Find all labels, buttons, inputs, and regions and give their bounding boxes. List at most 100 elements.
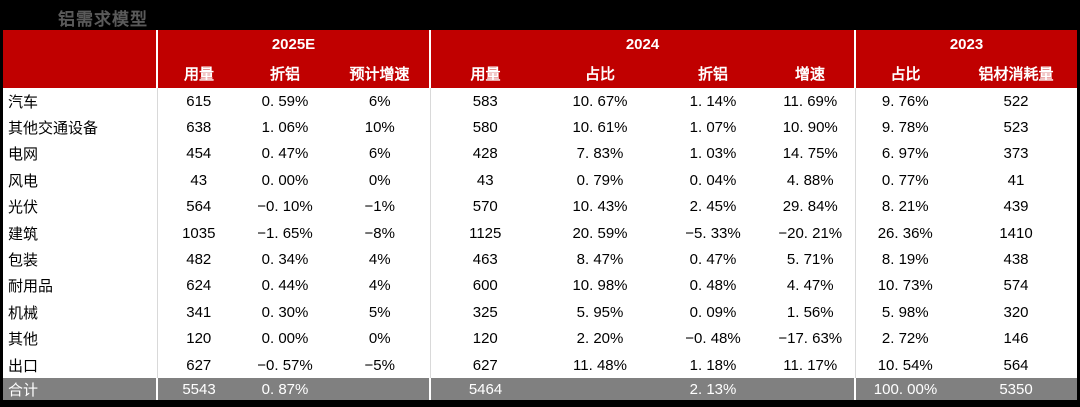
data-cell: 4% bbox=[330, 246, 431, 273]
data-cell: 564 bbox=[157, 193, 240, 220]
data-cell: 120 bbox=[430, 325, 540, 352]
data-cell: 1. 06% bbox=[240, 114, 330, 141]
data-cell: 0. 47% bbox=[240, 140, 330, 168]
total-row-label: 合计 bbox=[3, 378, 158, 401]
row-label: 汽车 bbox=[3, 88, 158, 115]
sub-header-usage-2025e: 用量 bbox=[157, 59, 240, 88]
data-cell: 10. 67% bbox=[540, 88, 660, 115]
data-cell: −5. 33% bbox=[660, 219, 766, 247]
sub-header-share-2024: 占比 bbox=[540, 59, 660, 88]
data-cell: −0. 48% bbox=[660, 325, 766, 352]
data-cell: 2. 20% bbox=[540, 325, 660, 352]
data-cell: 627 bbox=[157, 351, 240, 379]
data-cell: 1410 bbox=[955, 219, 1077, 247]
table-row: 出口 627 −0. 57% −5% 627 11. 48% 1. 18% 11. 17% 10… bbox=[3, 351, 1077, 379]
row-label: 其他 bbox=[3, 325, 158, 352]
data-cell: 0. 30% bbox=[240, 299, 330, 326]
data-cell: −20. 21% bbox=[766, 219, 856, 247]
data-cell: 6% bbox=[330, 140, 431, 168]
data-cell: 10. 54% bbox=[855, 351, 955, 379]
data-cell: 7. 83% bbox=[540, 140, 660, 168]
row-label: 电网 bbox=[3, 140, 158, 168]
data-cell: 0. 09% bbox=[660, 299, 766, 326]
sub-header-usage-2024: 用量 bbox=[430, 59, 540, 88]
data-cell: −5% bbox=[330, 351, 431, 379]
total-cell bbox=[540, 378, 660, 401]
data-cell: 0% bbox=[330, 167, 431, 194]
data-cell: 6% bbox=[330, 88, 431, 115]
total-cell bbox=[330, 378, 431, 401]
data-cell: 0. 00% bbox=[240, 167, 330, 194]
data-cell: 14. 75% bbox=[766, 140, 856, 168]
data-cell: 10% bbox=[330, 114, 431, 141]
data-cell: 1. 14% bbox=[660, 88, 766, 115]
table-row: 包装 482 0. 34% 4% 463 8. 47% 0. 47% 5. 71% 8. 19%… bbox=[3, 246, 1077, 273]
row-label: 出口 bbox=[3, 351, 158, 379]
total-row: 合计 5543 0. 87% 5464 2. 13% 100. 00% 5350 bbox=[3, 378, 1077, 401]
table-footer: 合计 5543 0. 87% 5464 2. 13% 100. 00% 5350 bbox=[3, 378, 1077, 401]
data-cell: 564 bbox=[955, 351, 1077, 379]
data-cell: 320 bbox=[955, 299, 1077, 326]
table-row: 机械 341 0. 30% 5% 325 5. 95% 0. 09% 1. 56% 5. 98%… bbox=[3, 299, 1077, 326]
data-cell: 9. 76% bbox=[855, 88, 955, 115]
data-cell: 5. 98% bbox=[855, 299, 955, 326]
data-cell: 8. 19% bbox=[855, 246, 955, 273]
sub-header-blank bbox=[3, 59, 158, 88]
page-title: 铝需求模型 bbox=[58, 10, 148, 29]
row-label: 光伏 bbox=[3, 193, 158, 220]
total-cell: 5464 bbox=[430, 378, 540, 401]
data-cell: 0. 79% bbox=[540, 167, 660, 194]
data-cell: 600 bbox=[430, 272, 540, 300]
data-cell: −1% bbox=[330, 193, 431, 220]
data-cell: 523 bbox=[955, 114, 1077, 141]
data-cell: 522 bbox=[955, 88, 1077, 115]
data-cell: −1. 65% bbox=[240, 219, 330, 247]
total-cell bbox=[766, 378, 856, 401]
table-body: 汽车 615 0. 59% 6% 583 10. 67% 1. 14% 11. 69% 9. 7… bbox=[3, 88, 1077, 379]
data-cell: 624 bbox=[157, 272, 240, 300]
table-row: 耐用品 624 0. 44% 4% 600 10. 98% 0. 48% 4. 47% 10. … bbox=[3, 272, 1077, 300]
table-row: 建筑 1035 −1. 65% −8% 1125 20. 59% −5. 33% −20. 2… bbox=[3, 219, 1077, 247]
row-label: 其他交通设备 bbox=[3, 114, 158, 141]
aluminum-demand-table: 2025E 2024 2023 用量 折铝 预计增速 用量 占比 折铝 增速 占… bbox=[3, 30, 1077, 401]
data-cell: 11. 17% bbox=[766, 351, 856, 379]
data-cell: 0. 47% bbox=[660, 246, 766, 273]
total-cell: 2. 13% bbox=[660, 378, 766, 401]
data-cell: 570 bbox=[430, 193, 540, 220]
data-cell: 5% bbox=[330, 299, 431, 326]
data-cell: 627 bbox=[430, 351, 540, 379]
data-cell: 2. 72% bbox=[855, 325, 955, 352]
group-header-2023: 2023 bbox=[855, 30, 1077, 59]
data-cell: 439 bbox=[955, 193, 1077, 220]
data-cell: 8. 21% bbox=[855, 193, 955, 220]
data-cell: 341 bbox=[157, 299, 240, 326]
row-label: 机械 bbox=[3, 299, 158, 326]
data-cell: 10. 61% bbox=[540, 114, 660, 141]
data-cell: 11. 48% bbox=[540, 351, 660, 379]
table-row: 风电 43 0. 00% 0% 43 0. 79% 0. 04% 4. 88% 0. 77% 41 bbox=[3, 167, 1077, 194]
year-header-row: 2025E 2024 2023 bbox=[3, 30, 1077, 59]
row-label: 建筑 bbox=[3, 219, 158, 247]
data-cell: 454 bbox=[157, 140, 240, 168]
data-cell: 1125 bbox=[430, 219, 540, 247]
data-cell: 4% bbox=[330, 272, 431, 300]
data-cell: 1. 18% bbox=[660, 351, 766, 379]
data-cell: 482 bbox=[157, 246, 240, 273]
data-cell: 0. 04% bbox=[660, 167, 766, 194]
data-cell: 43 bbox=[430, 167, 540, 194]
data-cell: 10. 73% bbox=[855, 272, 955, 300]
data-cell: 0. 44% bbox=[240, 272, 330, 300]
data-cell: 638 bbox=[157, 114, 240, 141]
data-cell: 2. 45% bbox=[660, 193, 766, 220]
sub-header-share-2023: 占比 bbox=[855, 59, 955, 88]
data-cell: 615 bbox=[157, 88, 240, 115]
data-cell: 428 bbox=[430, 140, 540, 168]
data-cell: 438 bbox=[955, 246, 1077, 273]
total-cell: 100. 00% bbox=[855, 378, 955, 401]
data-cell: 0. 48% bbox=[660, 272, 766, 300]
data-cell: 43 bbox=[157, 167, 240, 194]
data-cell: 373 bbox=[955, 140, 1077, 168]
data-cell: 1. 07% bbox=[660, 114, 766, 141]
data-cell: 10. 90% bbox=[766, 114, 856, 141]
